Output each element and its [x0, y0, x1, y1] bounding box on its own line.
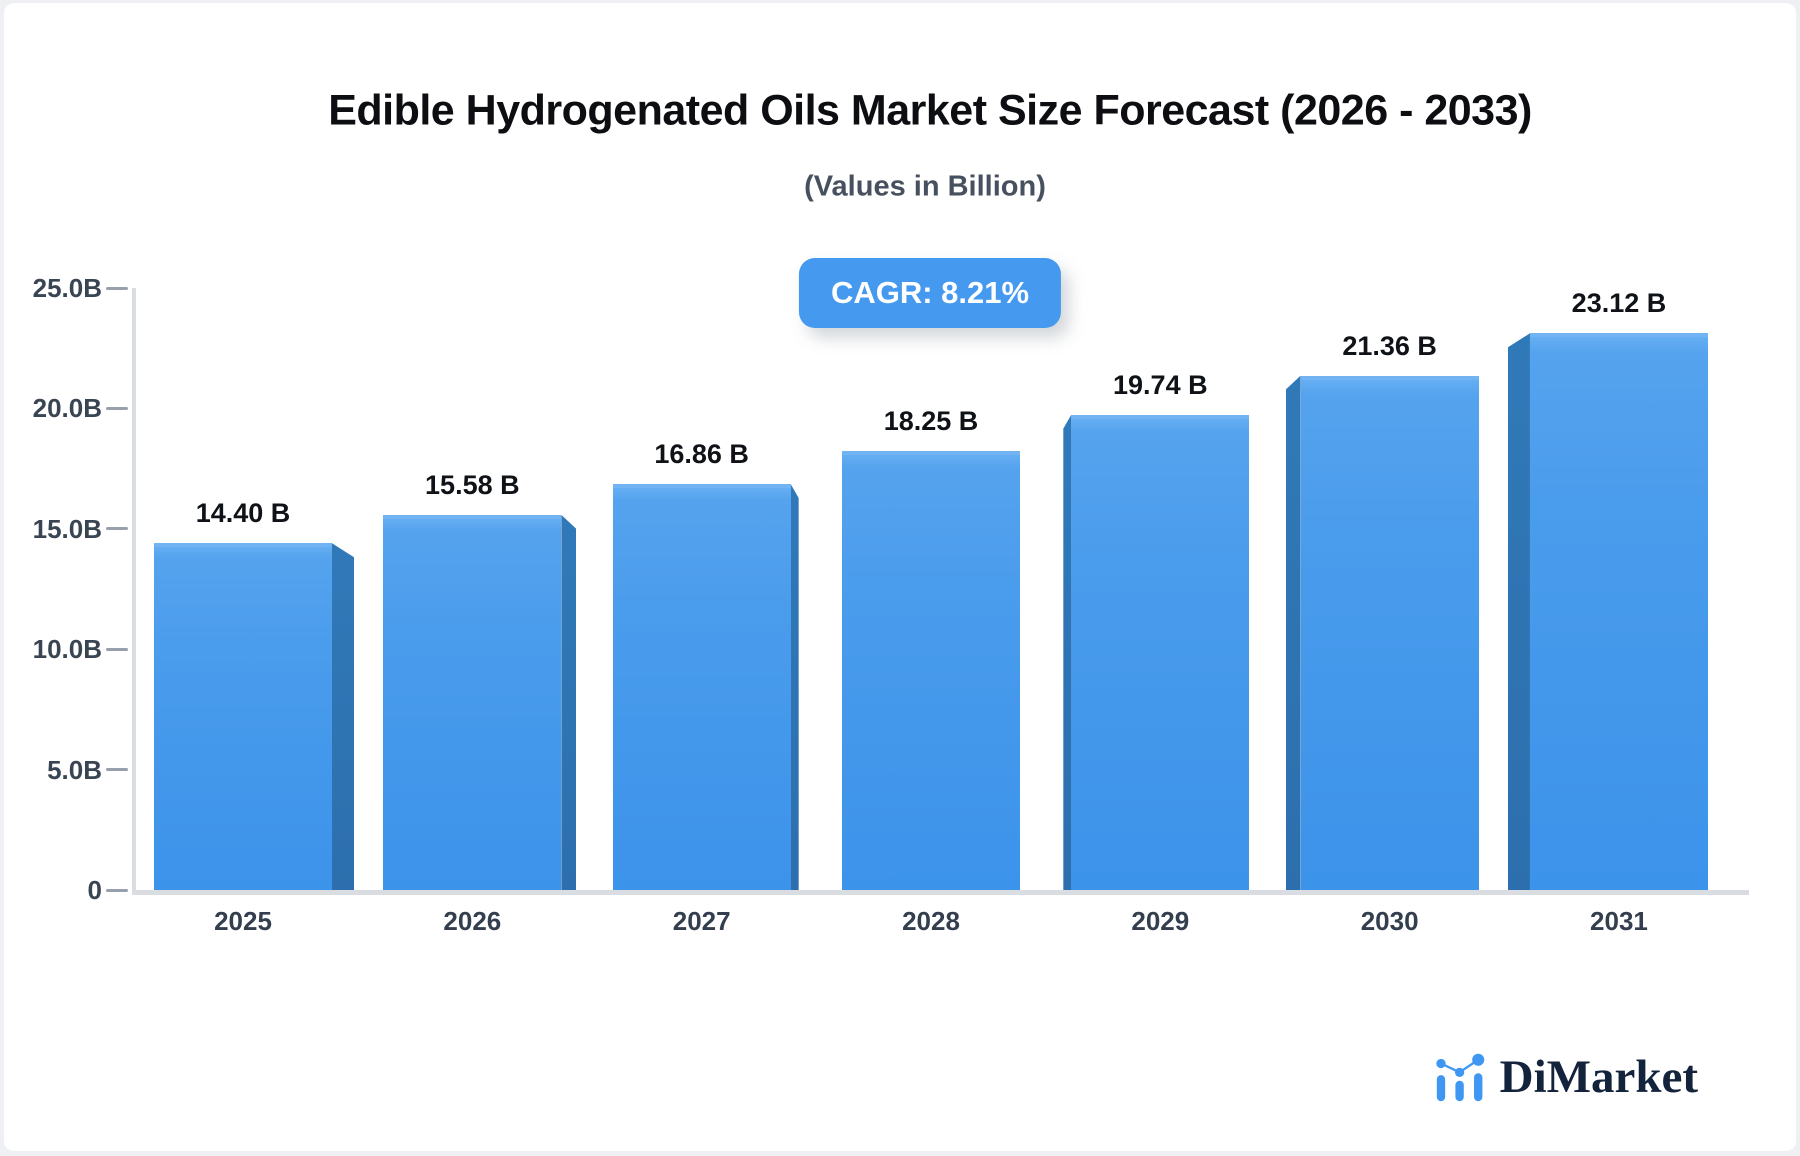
bar-front-face [383, 514, 562, 890]
y-tick-dash [106, 768, 128, 772]
y-tick-label: 0 [87, 875, 102, 905]
y-tick-dash [106, 527, 128, 531]
x-tick-label: 2030 [1360, 906, 1419, 936]
x-tick-label: 2029 [1131, 906, 1190, 936]
bar-value-label: 21.36 B [1342, 330, 1437, 361]
y-axis-line [132, 288, 136, 890]
bar-side-face [1285, 375, 1301, 890]
bar-value-label: 15.58 B [425, 469, 520, 500]
x-tick-label: 2027 [672, 906, 731, 936]
y-tick-dash [106, 406, 128, 410]
bar-value-label: 14.40 B [195, 498, 291, 529]
bar-front-face [1300, 375, 1479, 890]
bar-2028: 18.25 B [841, 406, 1020, 890]
bar-2029: 19.74 B [1063, 370, 1250, 890]
cagr-badge: CAGR: 8.21% [798, 258, 1062, 328]
bar-side-face [790, 484, 799, 890]
chart-subtitle: (Values in Billion) [804, 170, 1046, 203]
chart-card: Edible Hydrogenated Oils Market Size For… [4, 3, 1796, 1151]
y-tick-label: 15.0B [32, 513, 102, 544]
chart-title: Edible Hydrogenated Oils Market Size For… [328, 86, 1532, 135]
bar-value-label: 16.86 B [654, 439, 749, 469]
bar-front-face [1529, 333, 1708, 890]
bar-2026: 15.58 B [383, 470, 577, 890]
x-axis-line [132, 890, 1749, 895]
logo-text: DiMarket [1499, 1051, 1698, 1103]
bar-front-face [154, 543, 332, 890]
y-tick-label: 20.0B [32, 393, 102, 424]
x-tick-label: 2028 [902, 906, 960, 936]
y-tick-label: 25.0B [32, 273, 102, 303]
bar-side-face [561, 514, 577, 890]
x-tick-label: 2031 [1590, 906, 1648, 936]
bar-value-label: 18.25 B [883, 405, 979, 436]
bar-front-face [1071, 414, 1250, 890]
x-tick-label: 2026 [443, 906, 502, 936]
y-tick-label: 5.0B [47, 754, 102, 785]
bar-value-label: 19.74 B [1113, 369, 1208, 400]
y-tick-dash [106, 286, 128, 290]
bar-2031: 23.12 B [1507, 288, 1708, 890]
bar-chart-logo-icon [1434, 1049, 1488, 1105]
bar-value-label: 23.12 B [1571, 288, 1667, 319]
bar-side-face [1507, 333, 1530, 890]
y-tick-dash [106, 647, 128, 651]
logo: DiMarket [1434, 1041, 1698, 1113]
bar-side-face [332, 543, 354, 890]
bar-side-face [1063, 414, 1072, 890]
bar-2027: 16.86 B [612, 439, 799, 890]
y-tick-label: 10.0B [32, 634, 102, 665]
x-tick-label: 2025 [214, 906, 272, 936]
bar-2025: 14.40 B [154, 498, 354, 890]
bar-2030: 21.36 B [1285, 331, 1479, 890]
bar-front-face [612, 484, 791, 890]
y-tick-dash [106, 888, 128, 892]
bar-front-face [841, 450, 1020, 890]
